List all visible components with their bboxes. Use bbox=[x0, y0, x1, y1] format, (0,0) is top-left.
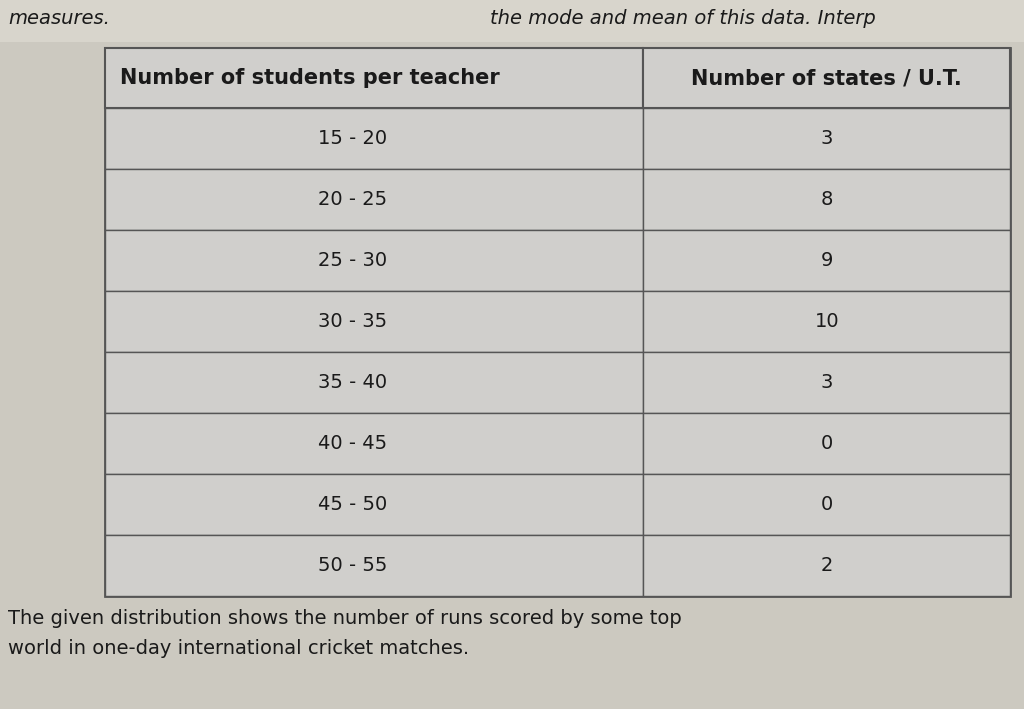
Text: 25 - 30: 25 - 30 bbox=[318, 251, 387, 270]
Text: 3: 3 bbox=[820, 373, 833, 392]
Bar bbox=[643, 474, 1010, 535]
Text: 30 - 35: 30 - 35 bbox=[318, 312, 387, 331]
Text: 2: 2 bbox=[820, 556, 833, 575]
Text: Number of students per teacher: Number of students per teacher bbox=[120, 68, 500, 88]
Bar bbox=[105, 413, 643, 474]
Text: 50 - 55: 50 - 55 bbox=[318, 556, 387, 575]
Text: The given distribution shows the number of runs scored by some top: The given distribution shows the number … bbox=[8, 608, 682, 627]
Text: 9: 9 bbox=[820, 251, 833, 270]
Bar bbox=[105, 352, 643, 413]
Text: measures.: measures. bbox=[8, 9, 110, 28]
Bar bbox=[643, 48, 1010, 108]
Text: the mode and mean of this data. Interp: the mode and mean of this data. Interp bbox=[490, 9, 876, 28]
Text: 10: 10 bbox=[814, 312, 839, 331]
Text: 20 - 25: 20 - 25 bbox=[318, 190, 387, 209]
Bar bbox=[643, 291, 1010, 352]
Bar bbox=[643, 413, 1010, 474]
Text: 40 - 45: 40 - 45 bbox=[318, 434, 387, 453]
Bar bbox=[0, 0, 1024, 42]
Text: 0: 0 bbox=[820, 495, 833, 514]
Bar bbox=[643, 108, 1010, 169]
Text: 35 - 40: 35 - 40 bbox=[318, 373, 387, 392]
Text: 45 - 50: 45 - 50 bbox=[318, 495, 387, 514]
Bar bbox=[105, 535, 643, 596]
Bar bbox=[105, 474, 643, 535]
Text: Number of states / U.T.: Number of states / U.T. bbox=[691, 68, 963, 88]
Bar bbox=[643, 535, 1010, 596]
Bar bbox=[105, 230, 643, 291]
Text: 8: 8 bbox=[820, 190, 833, 209]
Bar bbox=[105, 48, 1010, 596]
Text: 0: 0 bbox=[820, 434, 833, 453]
Text: 15 - 20: 15 - 20 bbox=[318, 129, 387, 148]
Bar bbox=[105, 291, 643, 352]
Bar bbox=[105, 48, 643, 108]
Bar bbox=[643, 169, 1010, 230]
Bar bbox=[643, 230, 1010, 291]
Text: 3: 3 bbox=[820, 129, 833, 148]
Text: world in one-day international cricket matches.: world in one-day international cricket m… bbox=[8, 639, 469, 657]
Bar bbox=[105, 108, 643, 169]
Bar bbox=[105, 169, 643, 230]
Bar bbox=[643, 352, 1010, 413]
